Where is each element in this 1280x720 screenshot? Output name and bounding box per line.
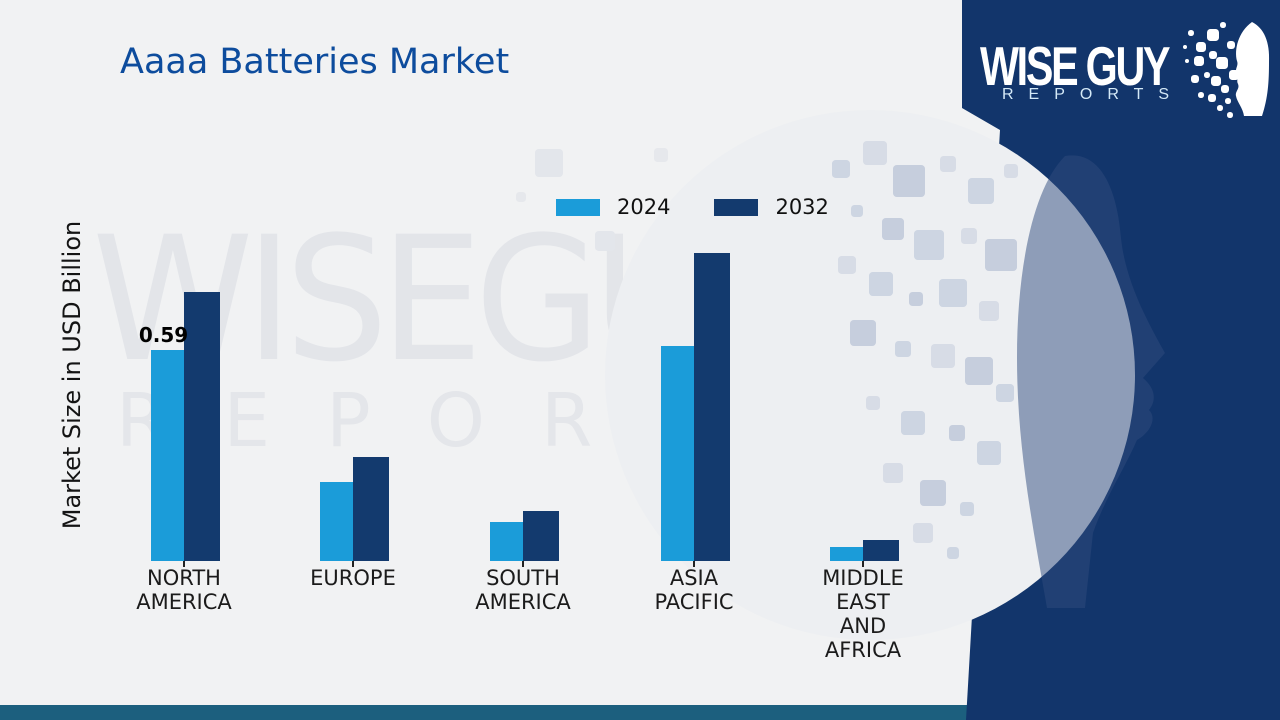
bar-2024-0 [151,350,184,561]
brand-logo-reports: REPORTS [1002,86,1185,103]
x-tick [352,561,354,567]
bar-2032-2 [523,511,559,561]
x-tick [693,561,695,567]
bottom-accent-bar [0,705,970,720]
chart-title: Aaaa Batteries Market [120,42,510,82]
face-silhouette-icon [1017,155,1165,608]
x-tick [183,561,185,567]
legend-swatch-2032 [714,198,759,216]
bar-2024-1 [320,482,353,561]
legend: 2024 2032 [556,195,873,219]
legend-swatch-2024 [556,198,600,216]
brand-logo-face-icon [1235,22,1270,116]
x-axis-label: SOUTH AMERICA [475,566,571,614]
x-tick [522,561,524,567]
bar-value-label: 0.59 [138,323,189,347]
x-axis-label: ASIA PACIFIC [654,566,734,614]
brand-logo-wiseguy: WISE GUY [980,35,1171,97]
bar-2032-0 [184,292,220,561]
bar-2024-3 [661,346,694,561]
bar-2032-1 [353,457,389,561]
bar-2024-4 [830,547,863,561]
x-tick [862,561,864,567]
x-axis-label: NORTH AMERICA [136,566,232,614]
legend-label-2032: 2032 [775,195,829,219]
x-axis-label: MIDDLE EAST AND AFRICA [822,566,904,662]
bar-2032-3 [694,253,730,561]
bar-2032-4 [863,540,899,561]
bar-2024-2 [490,522,523,561]
legend-label-2024: 2024 [617,195,671,219]
x-axis-label: EUROPE [310,566,396,590]
